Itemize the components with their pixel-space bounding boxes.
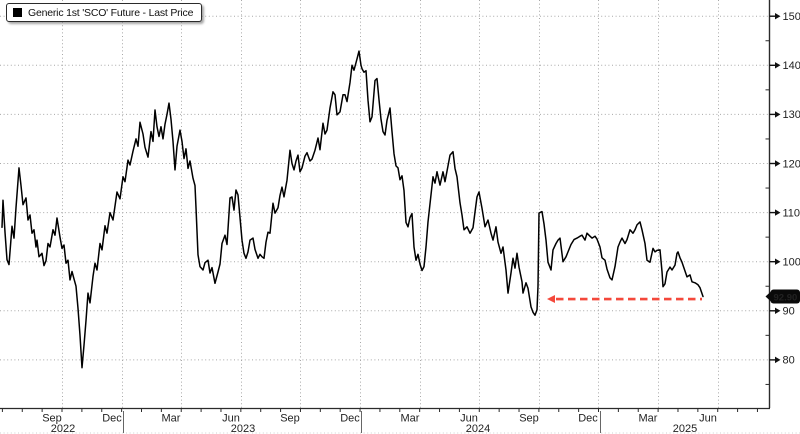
legend-swatch-icon [13,8,22,17]
reference-dashed-line [547,295,702,304]
price-line-series [1,50,704,369]
x-year-label: 2022 [51,423,75,434]
x-quarter-label: Mar [639,413,658,425]
chart-legend[interactable]: Generic 1st 'SCO' Future - Last Price [6,3,203,22]
x-quarter-label: Mar [401,413,420,425]
y-tick-label: 110 [783,207,800,219]
last-price-tag-pointer [765,291,772,302]
x-year-label: 2024 [466,423,490,434]
x-axis-ticks-labels: Sep Dec Mar Jun Sep Dec Mar Jun Sep Dec Mar Jun 2022… [1,408,758,434]
gridlines-horizontal [0,15,800,434]
x-quarter-label: Jun [222,413,240,425]
last-price-tag-text: 92.90 [774,292,798,303]
x-quarter-label: Jun [460,413,478,425]
y-tick-arrow-icon [775,307,781,314]
legend-label: Generic 1st 'SCO' Future - Last Price [28,6,194,19]
y-tick-label: 100 [783,256,800,268]
x-year-label: 2023 [231,423,255,434]
y-tick-arrow-icon [775,13,781,20]
last-price-tag-bubble [770,289,800,304]
y-tick-label: 80 [783,355,795,367]
y-tick-arrow-icon [775,258,781,265]
y-tick-label: 150 [783,11,800,23]
y-tick-label: 120 [783,158,800,170]
y-tick-arrow-icon [775,356,781,364]
axes [0,0,771,410]
y-tick-arrow-icon [775,62,781,69]
x-quarter-label: Sep [519,413,539,425]
gridlines-vertical [62,0,719,408]
y-tick-arrow-icon [775,209,781,216]
x-quarter-label: Dec [102,413,122,425]
x-quarter-label: Dec [578,413,598,425]
y-axis-ticks-labels: 150 140 130 120 110 100 90 80 [765,11,800,385]
last-price-tag: 92.90 [765,289,800,304]
x-quarter-label: Jun [699,413,717,425]
x-year-label: 2025 [673,423,697,434]
x-quarter-label: Dec [340,413,360,425]
x-quarter-label: Mar [162,413,181,425]
x-quarter-label: Sep [42,413,62,425]
y-tick-arrow-icon [775,111,781,118]
y-tick-label: 90 [783,306,795,318]
price-line [1,50,704,369]
x-quarter-label: Sep [280,413,300,425]
y-tick-arrow-icon [775,160,781,167]
y-tick-label: 140 [783,60,800,72]
y-tick-label: 130 [783,109,800,121]
reference-arrow-left-icon [547,295,555,304]
